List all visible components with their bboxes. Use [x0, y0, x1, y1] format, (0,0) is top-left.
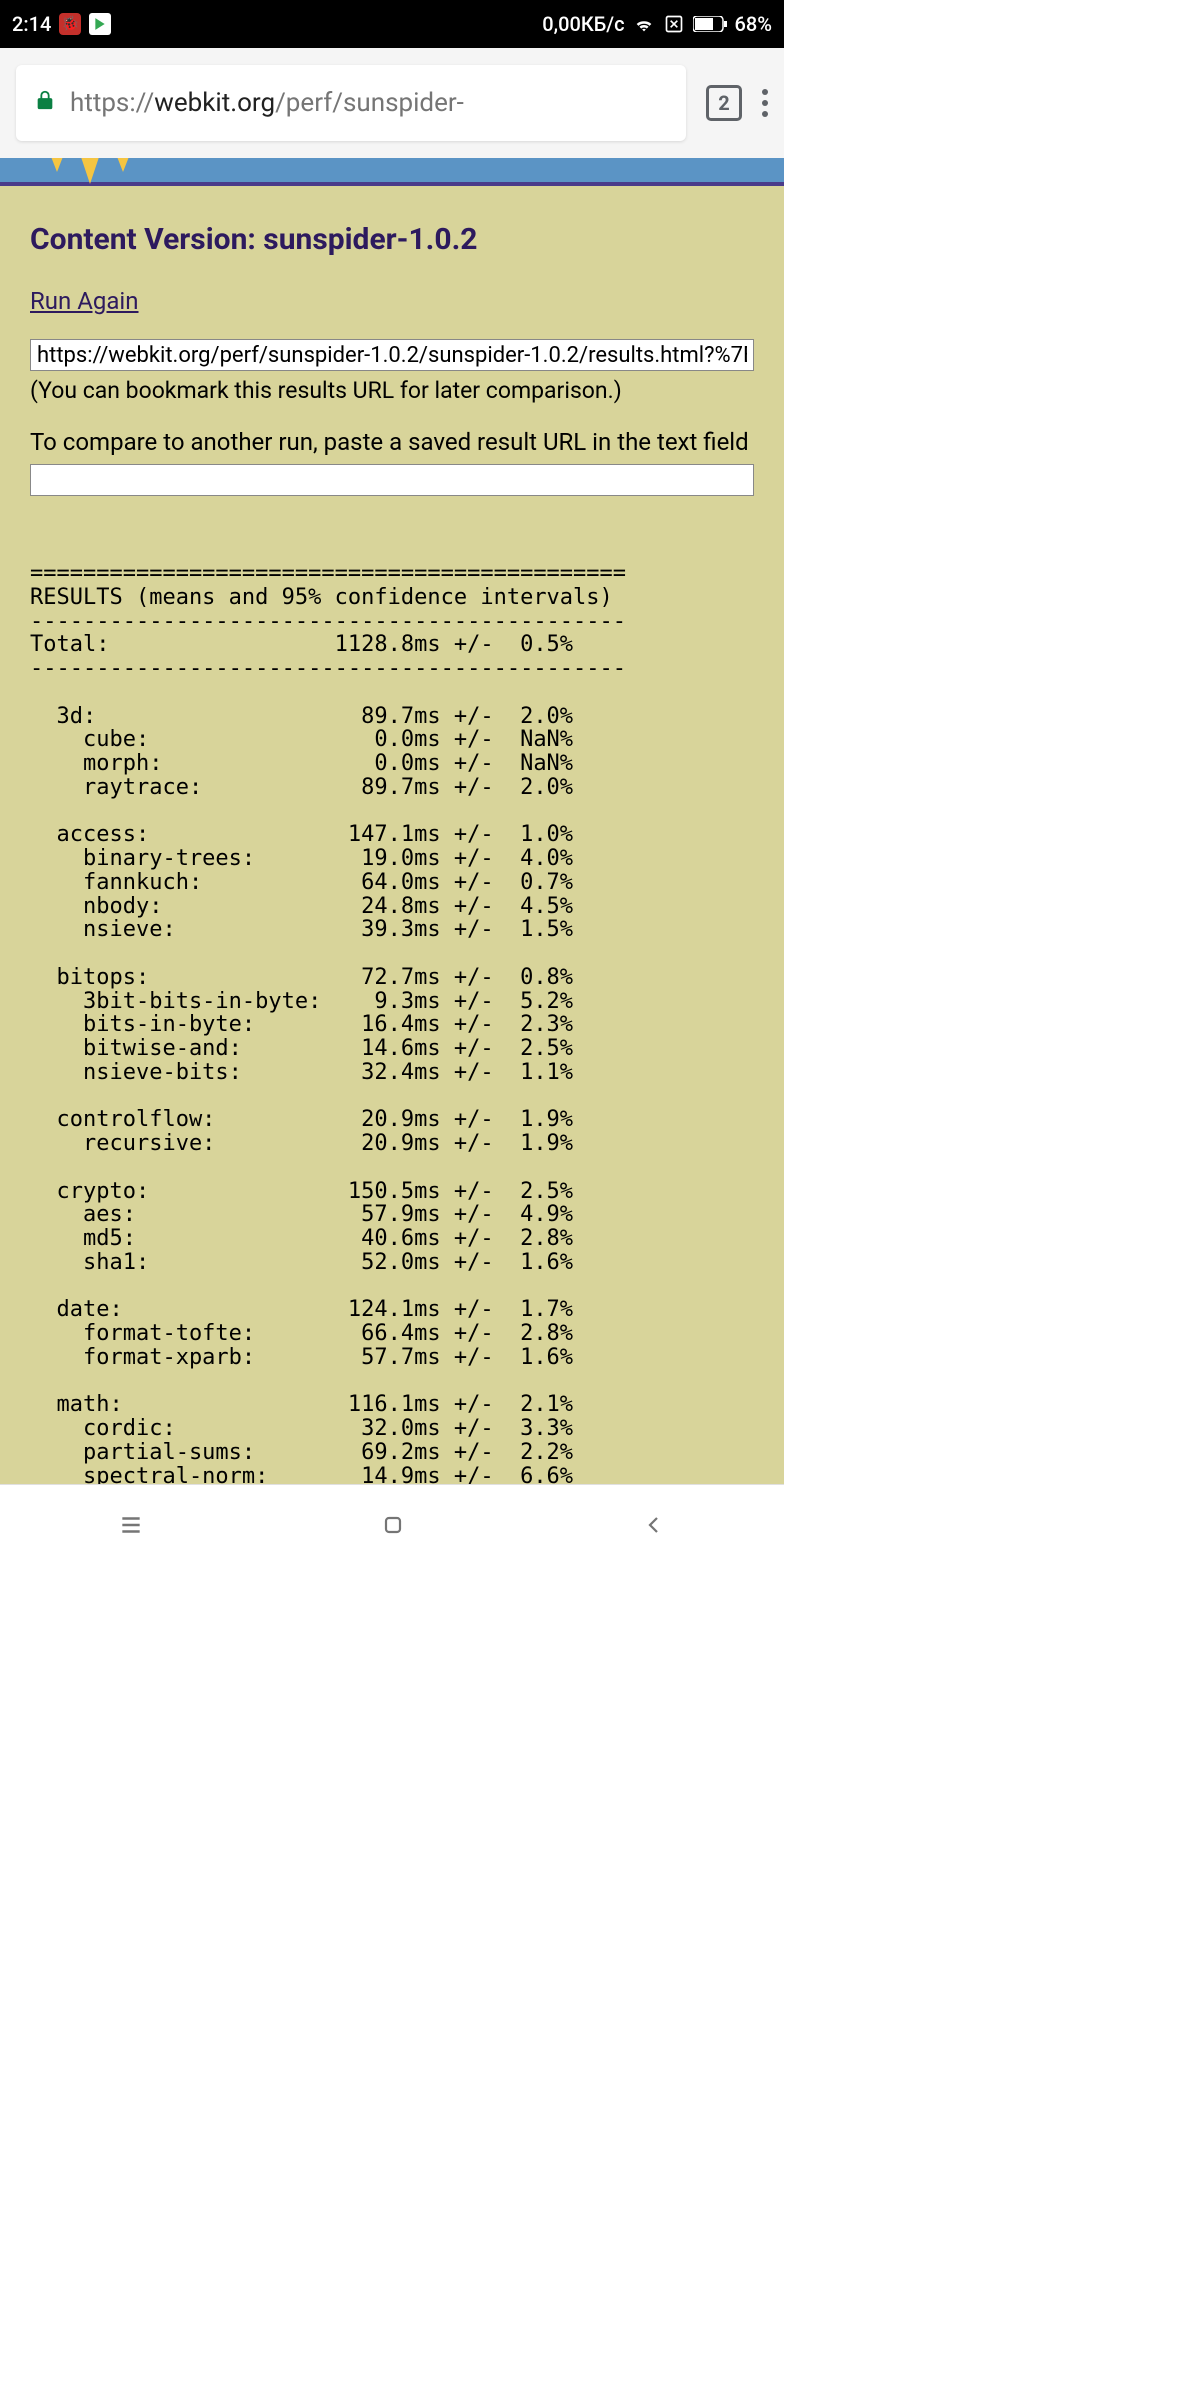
status-battery: 68%: [735, 12, 772, 36]
results-url-input[interactable]: [30, 339, 754, 371]
app-icon-1: 🐞: [59, 13, 81, 35]
lock-icon: [34, 88, 56, 119]
status-time: 2:14: [12, 12, 51, 36]
status-bar: 2:14 🐞 0,00КБ/с 68%: [0, 0, 784, 48]
home-button[interactable]: [381, 1513, 405, 1541]
wifi-icon: [633, 13, 655, 35]
browser-toolbar: https://webkit.org/perf/sunspider- 2: [0, 48, 784, 158]
overflow-menu[interactable]: [762, 89, 768, 117]
compare-url-input[interactable]: [30, 464, 754, 496]
back-button[interactable]: [642, 1513, 666, 1541]
url-bar[interactable]: https://webkit.org/perf/sunspider-: [16, 65, 686, 141]
battery-icon: [693, 13, 727, 35]
bookmark-note: (You can bookmark this results URL for l…: [30, 377, 754, 404]
page-title: Content Version: sunspider-1.0.2: [30, 222, 754, 257]
url-text: https://webkit.org/perf/sunspider-: [70, 88, 464, 118]
android-nav-bar: [0, 1484, 784, 1568]
page-content: Content Version: sunspider-1.0.2 Run Aga…: [0, 158, 784, 1484]
page-banner: [0, 158, 784, 186]
tab-switcher[interactable]: 2: [706, 85, 742, 121]
compare-instruction: To compare to another run, paste a saved…: [30, 428, 754, 456]
recent-apps-button[interactable]: [118, 1512, 144, 1542]
close-box-icon: [663, 13, 685, 35]
app-icon-play: [89, 13, 111, 35]
results-output: ========================================…: [30, 562, 754, 1484]
run-again-link[interactable]: Run Again: [30, 287, 139, 315]
status-data-rate: 0,00КБ/с: [542, 12, 624, 36]
